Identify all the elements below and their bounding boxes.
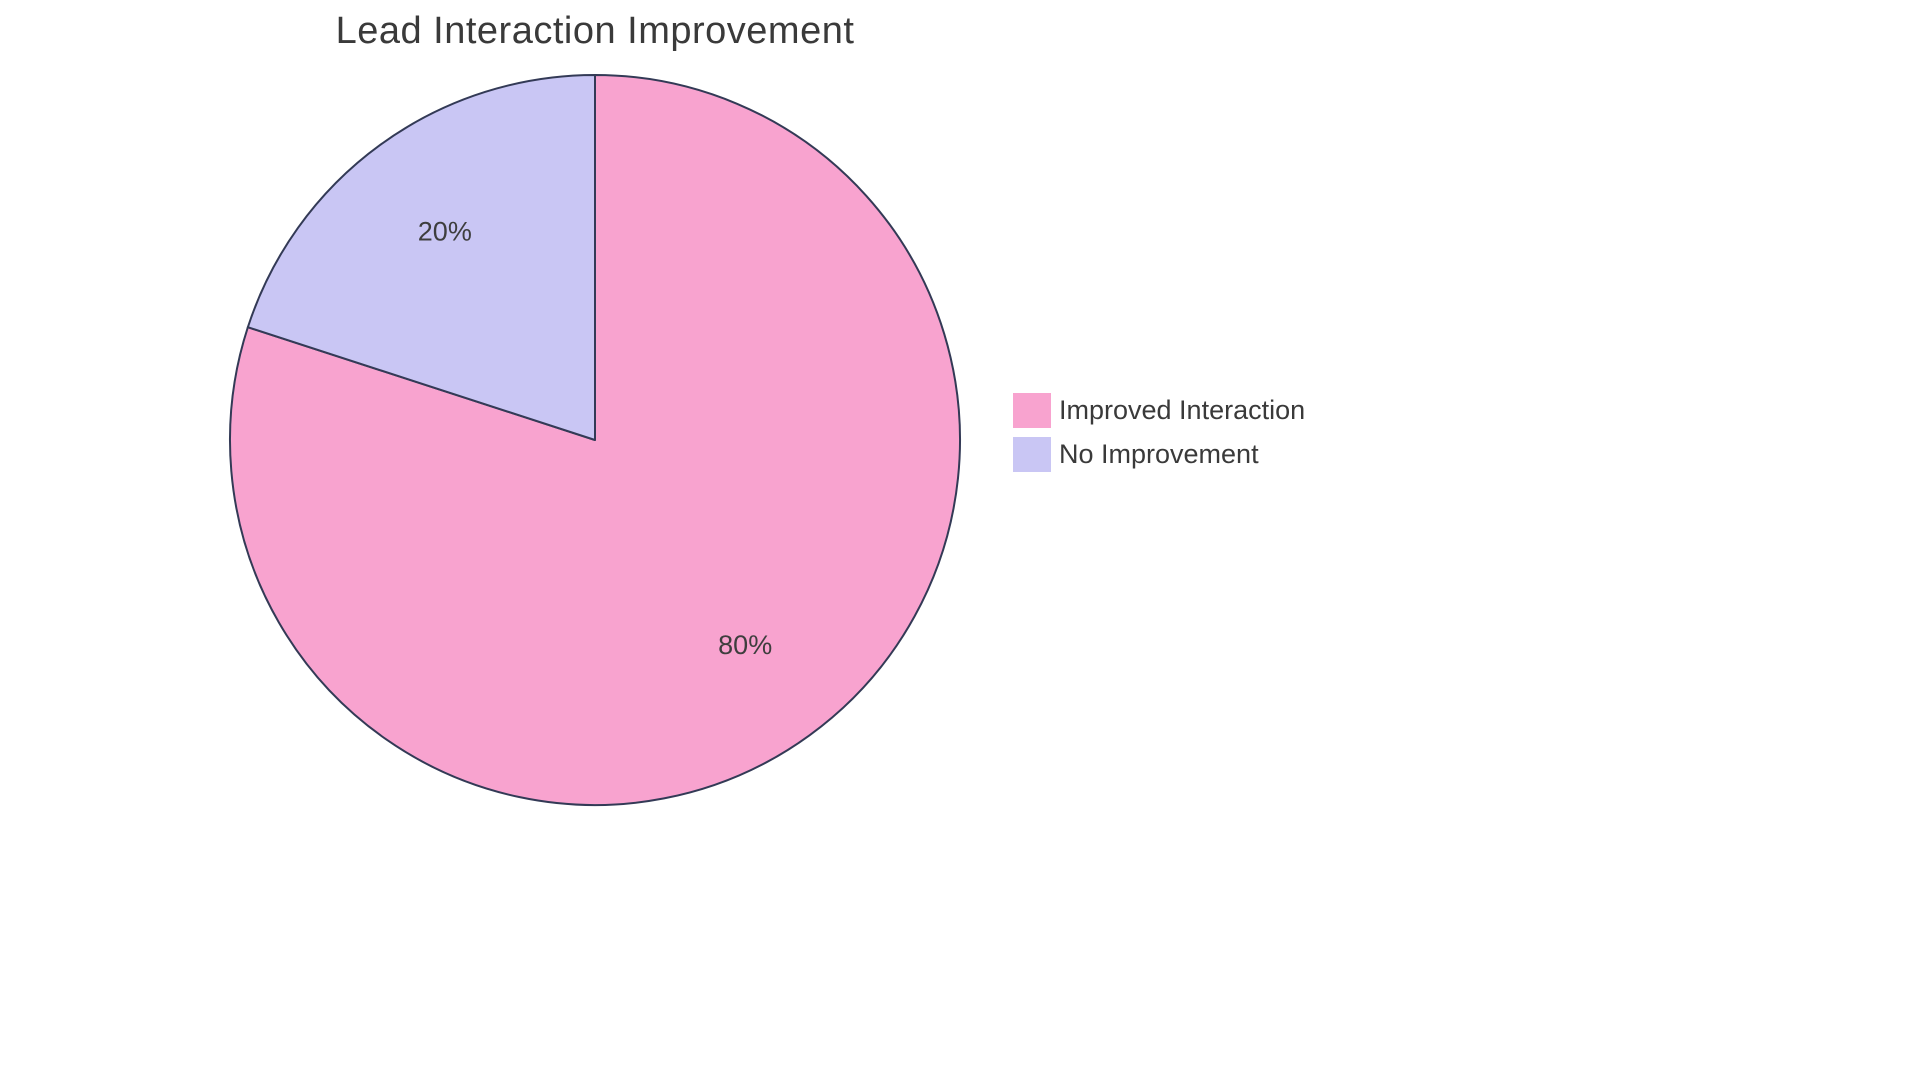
- pie-slice-1: [246, 74, 596, 441]
- pie-slice-0: [229, 74, 961, 806]
- legend-label: No Improvement: [1059, 439, 1259, 469]
- pie-percent-label: 20%: [418, 216, 472, 246]
- legend-item-no-improvement: No Improvement: [1013, 437, 1305, 472]
- legend-label: Improved Interaction: [1059, 395, 1306, 425]
- legend-item-improved-interaction: Improved Interaction: [1013, 393, 1305, 428]
- legend-swatch-improved-interaction: [1013, 393, 1051, 428]
- legend: Improved Interaction No Improvement: [1013, 393, 1305, 472]
- legend-swatch-no-improvement: [1013, 437, 1051, 472]
- pie-percent-label: 80%: [718, 630, 772, 660]
- chart-title: Lead Interaction Improvement: [335, 10, 855, 52]
